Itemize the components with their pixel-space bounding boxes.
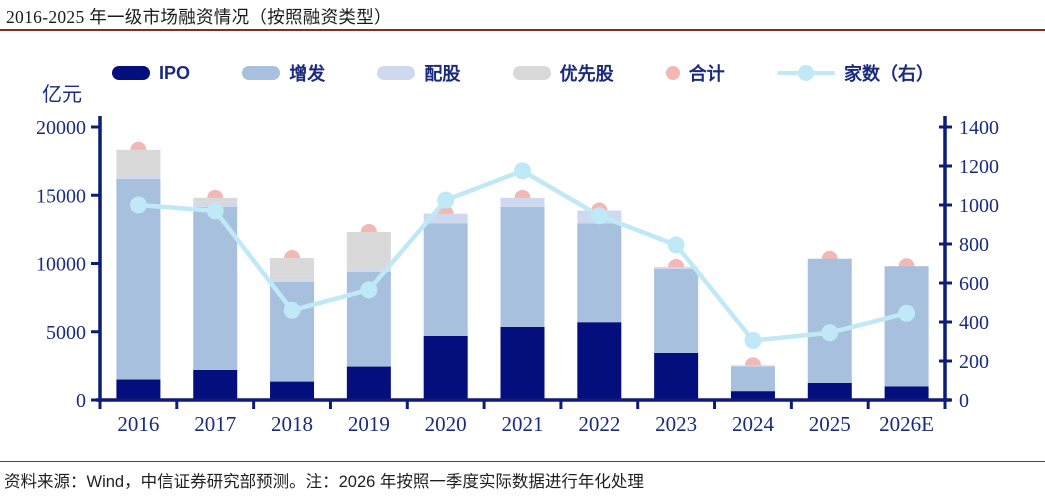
- svg-text:2020: 2020: [425, 412, 467, 436]
- svg-text:1400: 1400: [959, 117, 999, 139]
- svg-text:2024: 2024: [732, 412, 775, 436]
- svg-text:2019: 2019: [348, 412, 390, 436]
- left-axis-unit: 亿元: [42, 83, 82, 106]
- svg-text:800: 800: [959, 234, 989, 256]
- legend-item-2: 增发: [242, 60, 325, 86]
- svg-text:2026E: 2026E: [879, 412, 934, 436]
- legend-dot-icon: [665, 66, 680, 80]
- chart-title: 2016-2025 年一级市场融资情况（按照融资类型）: [6, 7, 392, 27]
- legend-label: 增发: [289, 64, 326, 84]
- title-rule: [0, 29, 1045, 31]
- svg-text:2025: 2025: [809, 412, 851, 436]
- legend-swatch-icon: [377, 66, 416, 80]
- svg-text:15000: 15000: [36, 185, 86, 207]
- source-note: 资料来源：Wind，中信证券研究部预测。注：2026 年按照一季度实际数据进行年…: [4, 473, 644, 491]
- legend-item-3: 配股: [377, 60, 460, 86]
- svg-text:200: 200: [959, 351, 989, 373]
- svg-text:1000: 1000: [959, 195, 999, 217]
- svg-text:5000: 5000: [46, 322, 86, 344]
- svg-text:400: 400: [959, 312, 989, 334]
- legend-label: 配股: [424, 64, 461, 84]
- svg-text:2022: 2022: [578, 412, 620, 436]
- x-axis-labels: 2016 2017 2018 2019 2020 2021 2022 2023 2024 2025…: [117, 412, 934, 436]
- svg-text:2023: 2023: [655, 412, 697, 436]
- count-line-series: [129, 162, 916, 350]
- svg-text:0: 0: [959, 390, 969, 412]
- legend-item-5: 合计: [665, 60, 725, 86]
- svg-text:2018: 2018: [271, 412, 313, 436]
- chart-legend: IPO 增发 配股 优先股 合计 家数（右）: [112, 60, 934, 86]
- legend-label: 优先股: [559, 64, 614, 84]
- svg-text:0: 0: [76, 390, 86, 412]
- stacked-bars: [116, 149, 929, 400]
- legend-swatch-icon: [112, 66, 150, 80]
- svg-text:10000: 10000: [36, 254, 86, 276]
- svg-text:2017: 2017: [194, 412, 236, 436]
- svg-text:2016: 2016: [117, 412, 159, 436]
- legend-item-6: 家数（右）: [776, 60, 934, 86]
- axes: [96, 116, 951, 409]
- legend-swatch-icon: [512, 66, 551, 80]
- legend-label: 家数（右）: [843, 64, 934, 84]
- legend-item-4: 优先股: [512, 60, 614, 86]
- legend-swatch-icon: [242, 66, 281, 80]
- legend-label: IPO: [159, 62, 191, 83]
- svg-text:600: 600: [959, 273, 989, 295]
- svg-text:1200: 1200: [959, 156, 999, 178]
- legend-item-1: IPO: [112, 63, 190, 84]
- footer-rule: [0, 461, 1045, 462]
- legend-line-marker-icon: [776, 65, 835, 81]
- legend-label: 合计: [688, 64, 725, 84]
- axis-ticks: 0 5000 10000 15000 20000 0 200 400 600 800 1000 120…: [36, 117, 999, 412]
- svg-text:20000: 20000: [36, 117, 86, 139]
- svg-text:2021: 2021: [502, 412, 544, 436]
